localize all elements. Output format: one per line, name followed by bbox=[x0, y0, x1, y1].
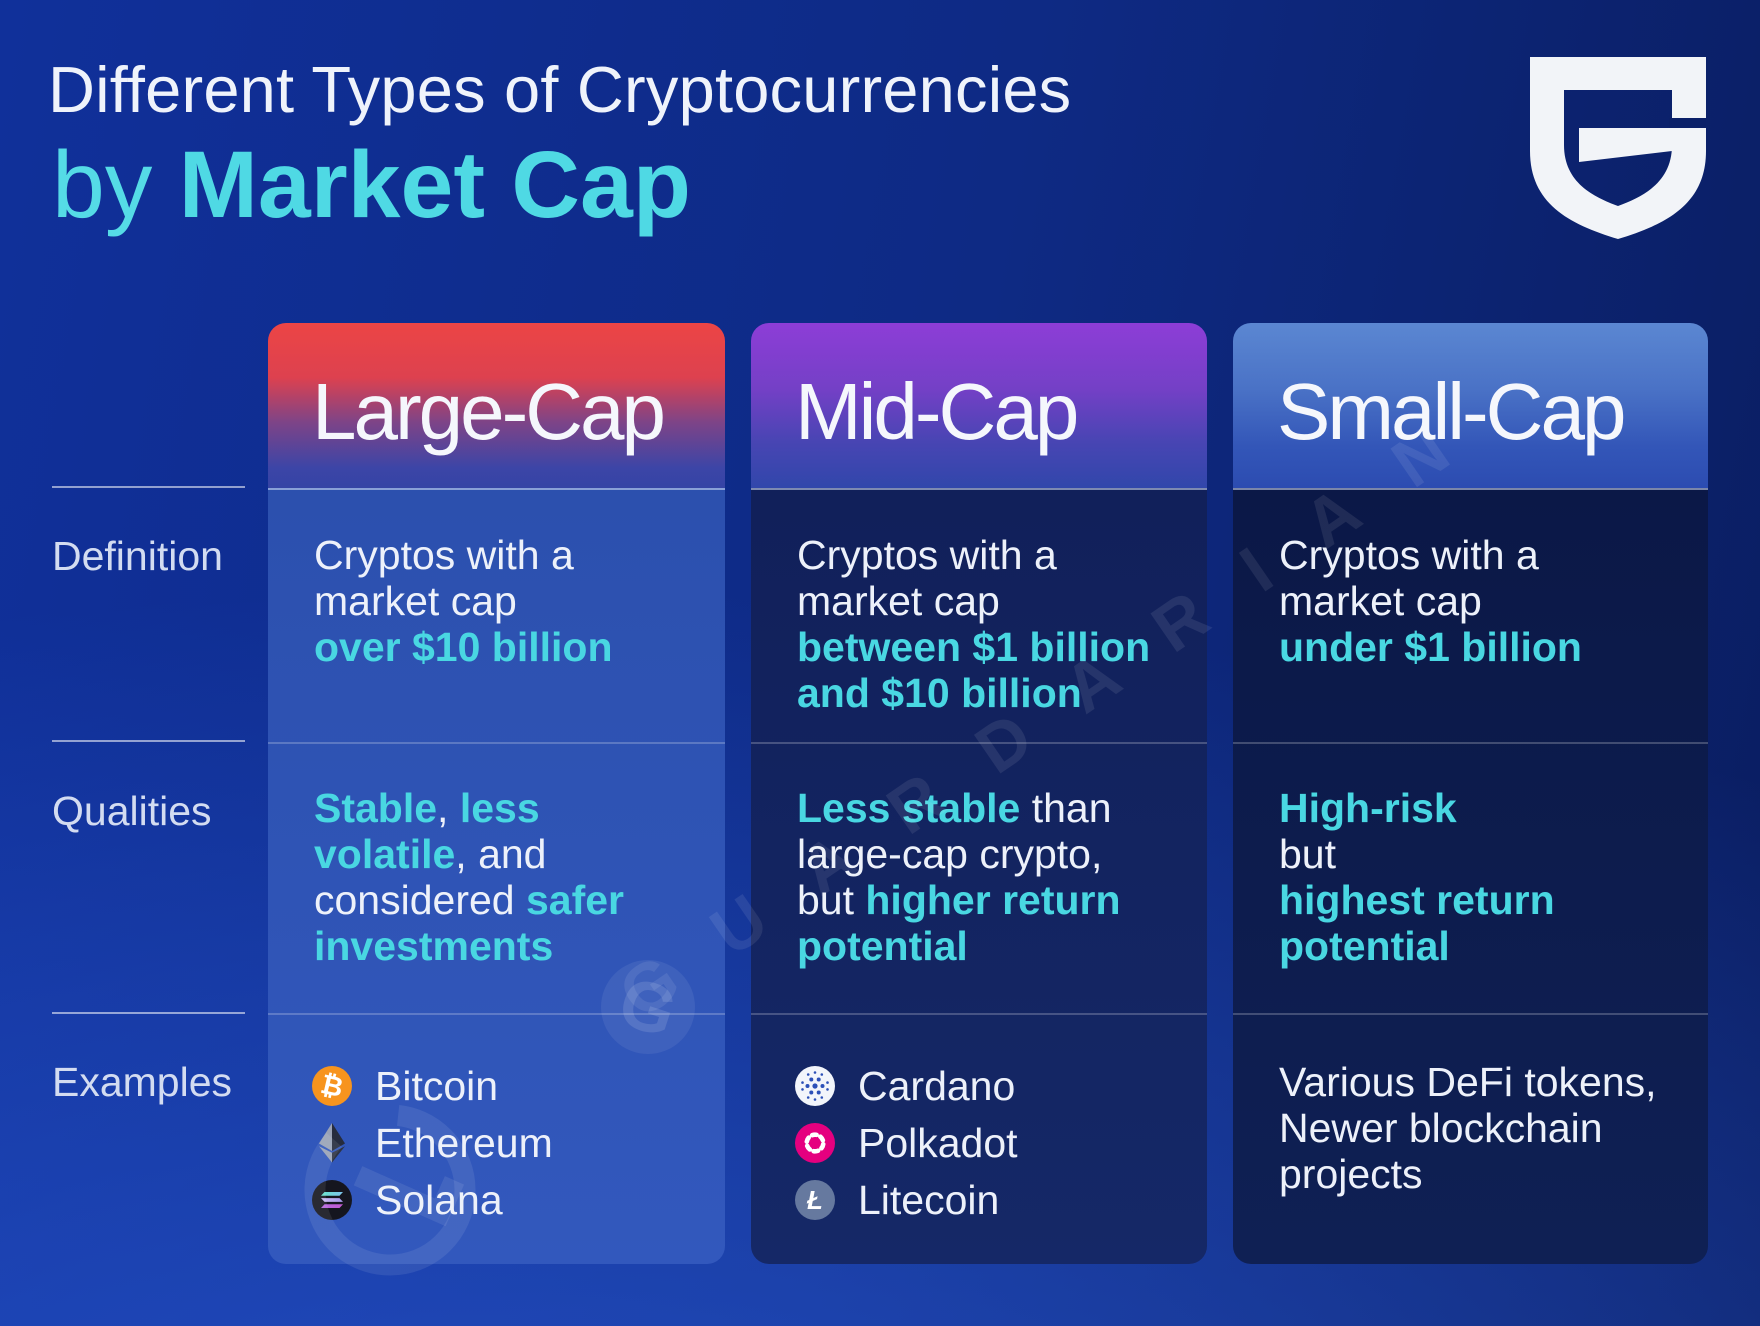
svg-text:Ł: Ł bbox=[806, 1185, 823, 1215]
